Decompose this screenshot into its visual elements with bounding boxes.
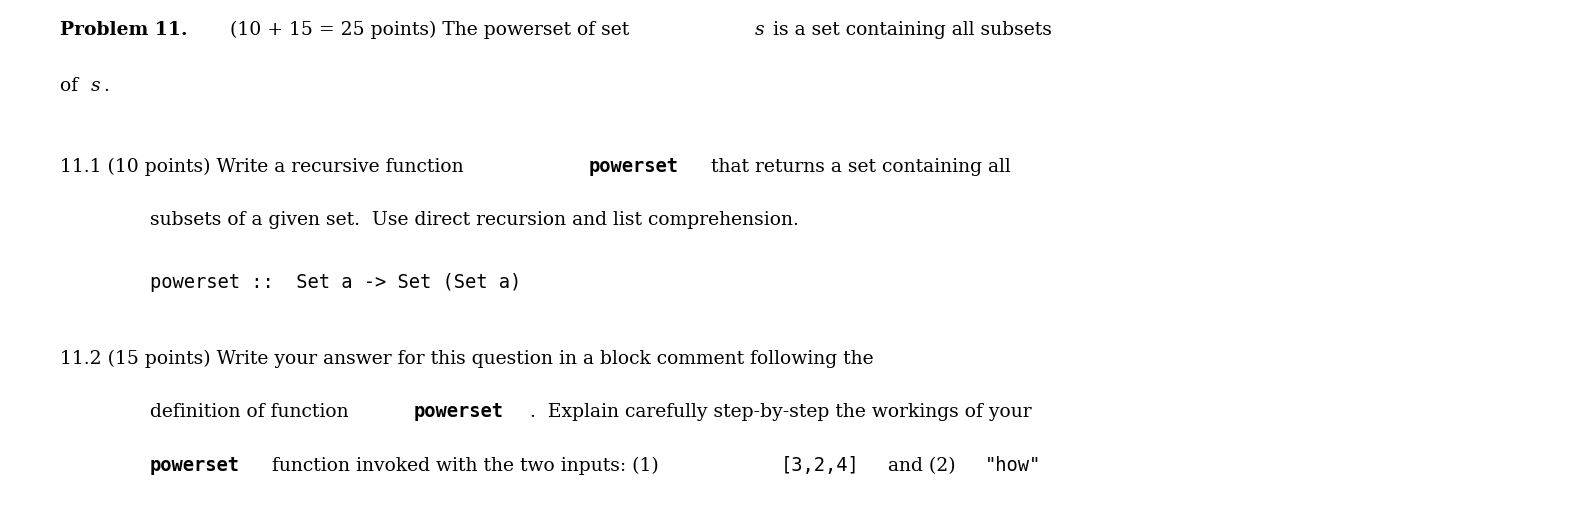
- Text: .  Explain carefully step-by-step the workings of your: . Explain carefully step-by-step the wor…: [529, 402, 1032, 421]
- Text: s: s: [91, 77, 101, 95]
- Text: [3,2,4]: [3,2,4]: [780, 454, 858, 474]
- Text: s: s: [754, 21, 764, 39]
- Text: 11.2 (15 points) Write your answer for this question in a block comment followin: 11.2 (15 points) Write your answer for t…: [60, 349, 874, 368]
- Text: that returns a set containing all: that returns a set containing all: [704, 158, 1010, 176]
- Text: "how": "how": [984, 454, 1041, 474]
- Text: function invoked with the two inputs: (1): function invoked with the two inputs: (1…: [266, 456, 665, 474]
- Text: powerset: powerset: [414, 401, 504, 421]
- Text: and (2): and (2): [882, 456, 961, 474]
- Text: powerset: powerset: [150, 454, 239, 474]
- Text: is a set containing all subsets: is a set containing all subsets: [767, 21, 1052, 39]
- Text: (10 + 15 = 25 points) The powerset of set: (10 + 15 = 25 points) The powerset of se…: [224, 21, 636, 39]
- Text: 11.1 (10 points) Write a recursive function: 11.1 (10 points) Write a recursive funct…: [60, 158, 469, 176]
- Text: of: of: [60, 77, 83, 95]
- Text: powerset: powerset: [589, 157, 679, 176]
- Text: subsets of a given set.  Use direct recursion and list comprehension.: subsets of a given set. Use direct recur…: [150, 211, 799, 229]
- Text: definition of function: definition of function: [150, 402, 354, 421]
- Text: Problem 11.: Problem 11.: [60, 21, 187, 39]
- Text: .: .: [104, 77, 109, 95]
- Text: powerset ::  Set a -> Set (Set a): powerset :: Set a -> Set (Set a): [150, 273, 521, 292]
